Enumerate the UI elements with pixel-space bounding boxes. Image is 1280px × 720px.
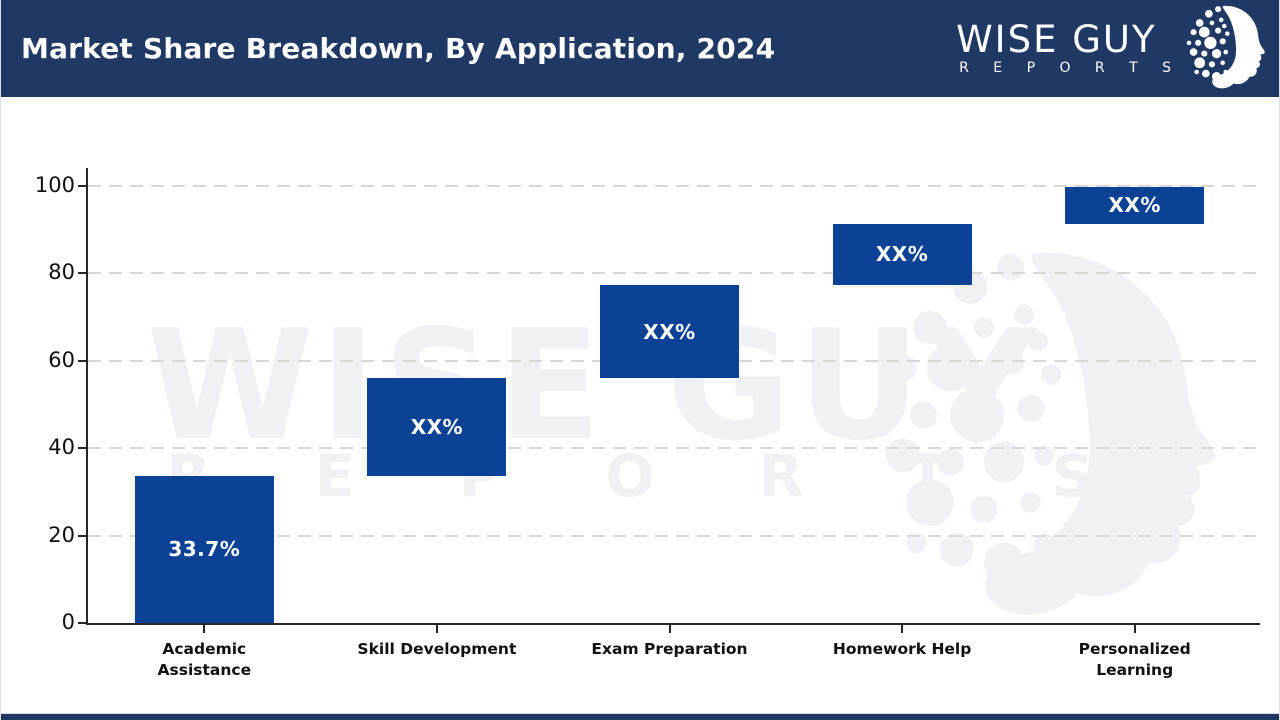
y-tick-mark <box>78 622 86 624</box>
footer-divider <box>1 713 1279 714</box>
x-tick-mark <box>435 625 438 633</box>
x-category-label-line: Assistance <box>157 661 252 679</box>
x-tick-mark <box>203 625 206 633</box>
y-tick-label: 40 <box>48 435 75 459</box>
grid-line-100 <box>88 184 1256 187</box>
waterfall-chart: WISE GUY R E P O R T S 0 20 40 60 80 100 33.7%… <box>1 97 1279 714</box>
logo-text: WISE GUY R E P O R T S <box>956 18 1181 77</box>
x-axis-line <box>86 623 1260 625</box>
y-tick-mark <box>78 447 86 449</box>
bar-exam-preparation: XX% <box>600 284 739 379</box>
bar-homework-help: XX% <box>832 224 972 285</box>
grid-line-20 <box>88 534 1256 537</box>
bar-value-label: XX% <box>1108 193 1161 218</box>
bar-value-label: XX% <box>875 242 929 267</box>
y-tick-label: 80 <box>48 260 75 284</box>
x-tick-mark <box>668 625 671 633</box>
grid-line-80 <box>88 272 1256 274</box>
dotted-face-icon <box>1186 5 1265 88</box>
y-tick-mark <box>78 359 86 362</box>
y-tick-label: 60 <box>48 347 75 372</box>
x-tick-mark <box>901 625 904 633</box>
header-banner: Market Share Breakdown, By Application, … <box>1 0 1279 97</box>
x-category-label-line: Skill Development <box>357 640 517 658</box>
x-category-label-line: Academic <box>162 640 247 658</box>
x-category-label: Academic Assistance <box>84 639 324 681</box>
x-category-label-line: Homework Help <box>832 640 972 658</box>
bar-value-label: XX% <box>410 415 464 439</box>
x-category-label-line: Exam Preparation <box>591 640 748 658</box>
y-tick-label: 0 <box>61 610 75 634</box>
footer-bar <box>1 714 1279 720</box>
grid-line-40 <box>88 447 1256 449</box>
watermark-face-icon <box>872 252 1216 615</box>
y-tick-label: 20 <box>48 522 75 547</box>
y-axis-line <box>86 168 88 625</box>
bar-personalized-learning: XX% <box>1065 186 1205 224</box>
logo-subtitle: R E P O R T S <box>959 60 1181 76</box>
logo-wordmark: WISE GUY <box>956 18 1157 61</box>
x-category-label: Homework Help <box>782 639 1022 660</box>
bar-skill-development: XX% <box>367 378 507 476</box>
x-category-label-line: Personalized <box>1078 640 1191 658</box>
y-tick-label: 100 <box>34 172 75 197</box>
y-tick-mark <box>78 272 86 274</box>
bar-academic-assistance: 33.7% <box>134 475 274 623</box>
y-tick-mark <box>78 184 86 187</box>
bar-value-label: 33.7% <box>168 537 241 562</box>
x-tick-mark <box>1133 625 1136 633</box>
page-title: Market Share Breakdown, By Application, … <box>21 32 776 65</box>
x-category-label: Exam Preparation <box>550 639 790 660</box>
x-category-label-line: Learning <box>1096 661 1174 679</box>
x-category-label: Skill Development <box>317 639 557 660</box>
bar-value-label: XX% <box>643 319 696 344</box>
wise-guy-reports-logo: WISE GUY R E P O R T S <box>956 3 1279 95</box>
y-tick-mark <box>78 534 86 537</box>
x-category-label: Personalized Learning <box>1015 639 1255 681</box>
